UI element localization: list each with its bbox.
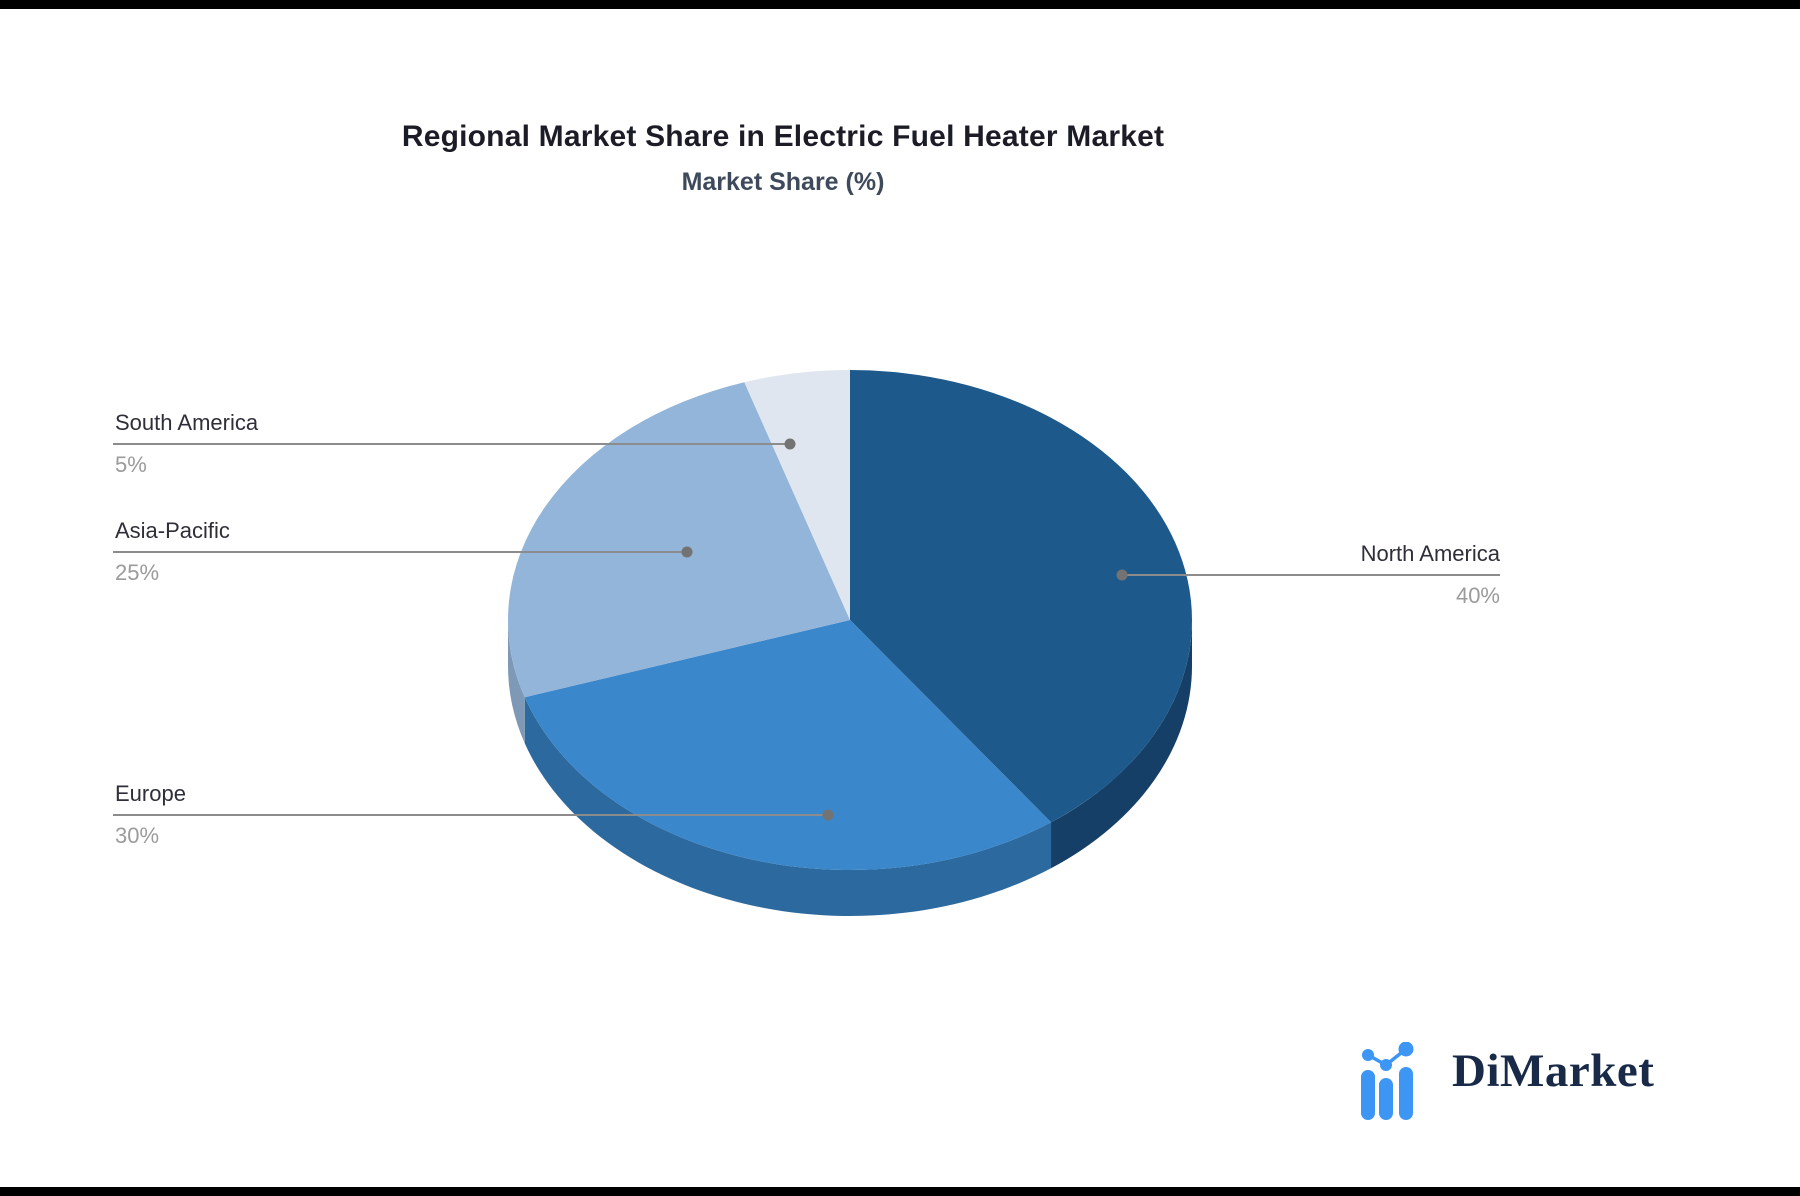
- chart-subtitle: Market Share (%): [681, 168, 885, 196]
- callout-dots: [681, 438, 1128, 821]
- callout-pct-europe: 30%: [115, 823, 160, 848]
- pie-slice-asia-pacific[interactable]: [507, 382, 850, 698]
- pie-slice-south-america[interactable]: [744, 370, 850, 620]
- callout-dot-south-america: [784, 438, 796, 450]
- callout-pct-north-america: 40%: [1455, 583, 1500, 608]
- callout-label-asia-pacific: Asia-Pacific: [115, 518, 230, 543]
- bottom-edge-bar: [0, 1187, 1800, 1196]
- callout-lines: [113, 443, 1500, 816]
- callout-label-south-america: South America: [115, 410, 259, 435]
- callout-pct-south-america: 5%: [115, 452, 147, 477]
- pie-slice-north-america[interactable]: [850, 370, 1193, 823]
- chart-title: Regional Market Share in Electric Fuel H…: [401, 120, 1165, 153]
- callout-dot-europe: [822, 809, 834, 821]
- callout-pct-asia-pacific: 25%: [115, 560, 160, 585]
- callout-label-europe: Europe: [115, 781, 186, 806]
- callout-dot-north-america: [1116, 569, 1128, 581]
- pie-3d: [507, 370, 1193, 916]
- pie-side-asia-pacific: [508, 620, 525, 744]
- callout-label-north-america: North America: [1360, 541, 1500, 566]
- pie-slice-europe[interactable]: [524, 620, 1052, 870]
- pie-side-north-america: [1051, 620, 1192, 869]
- callout-dot-asia-pacific: [681, 546, 693, 558]
- pie-side-europe: [524, 697, 1052, 916]
- logo-text: DiMarket: [1452, 1045, 1655, 1097]
- bar-chart-logo-icon: [1361, 1042, 1414, 1120]
- top-edge-bar: [0, 0, 1800, 9]
- dimarket-logo: DiMarket: [1355, 1036, 1685, 1126]
